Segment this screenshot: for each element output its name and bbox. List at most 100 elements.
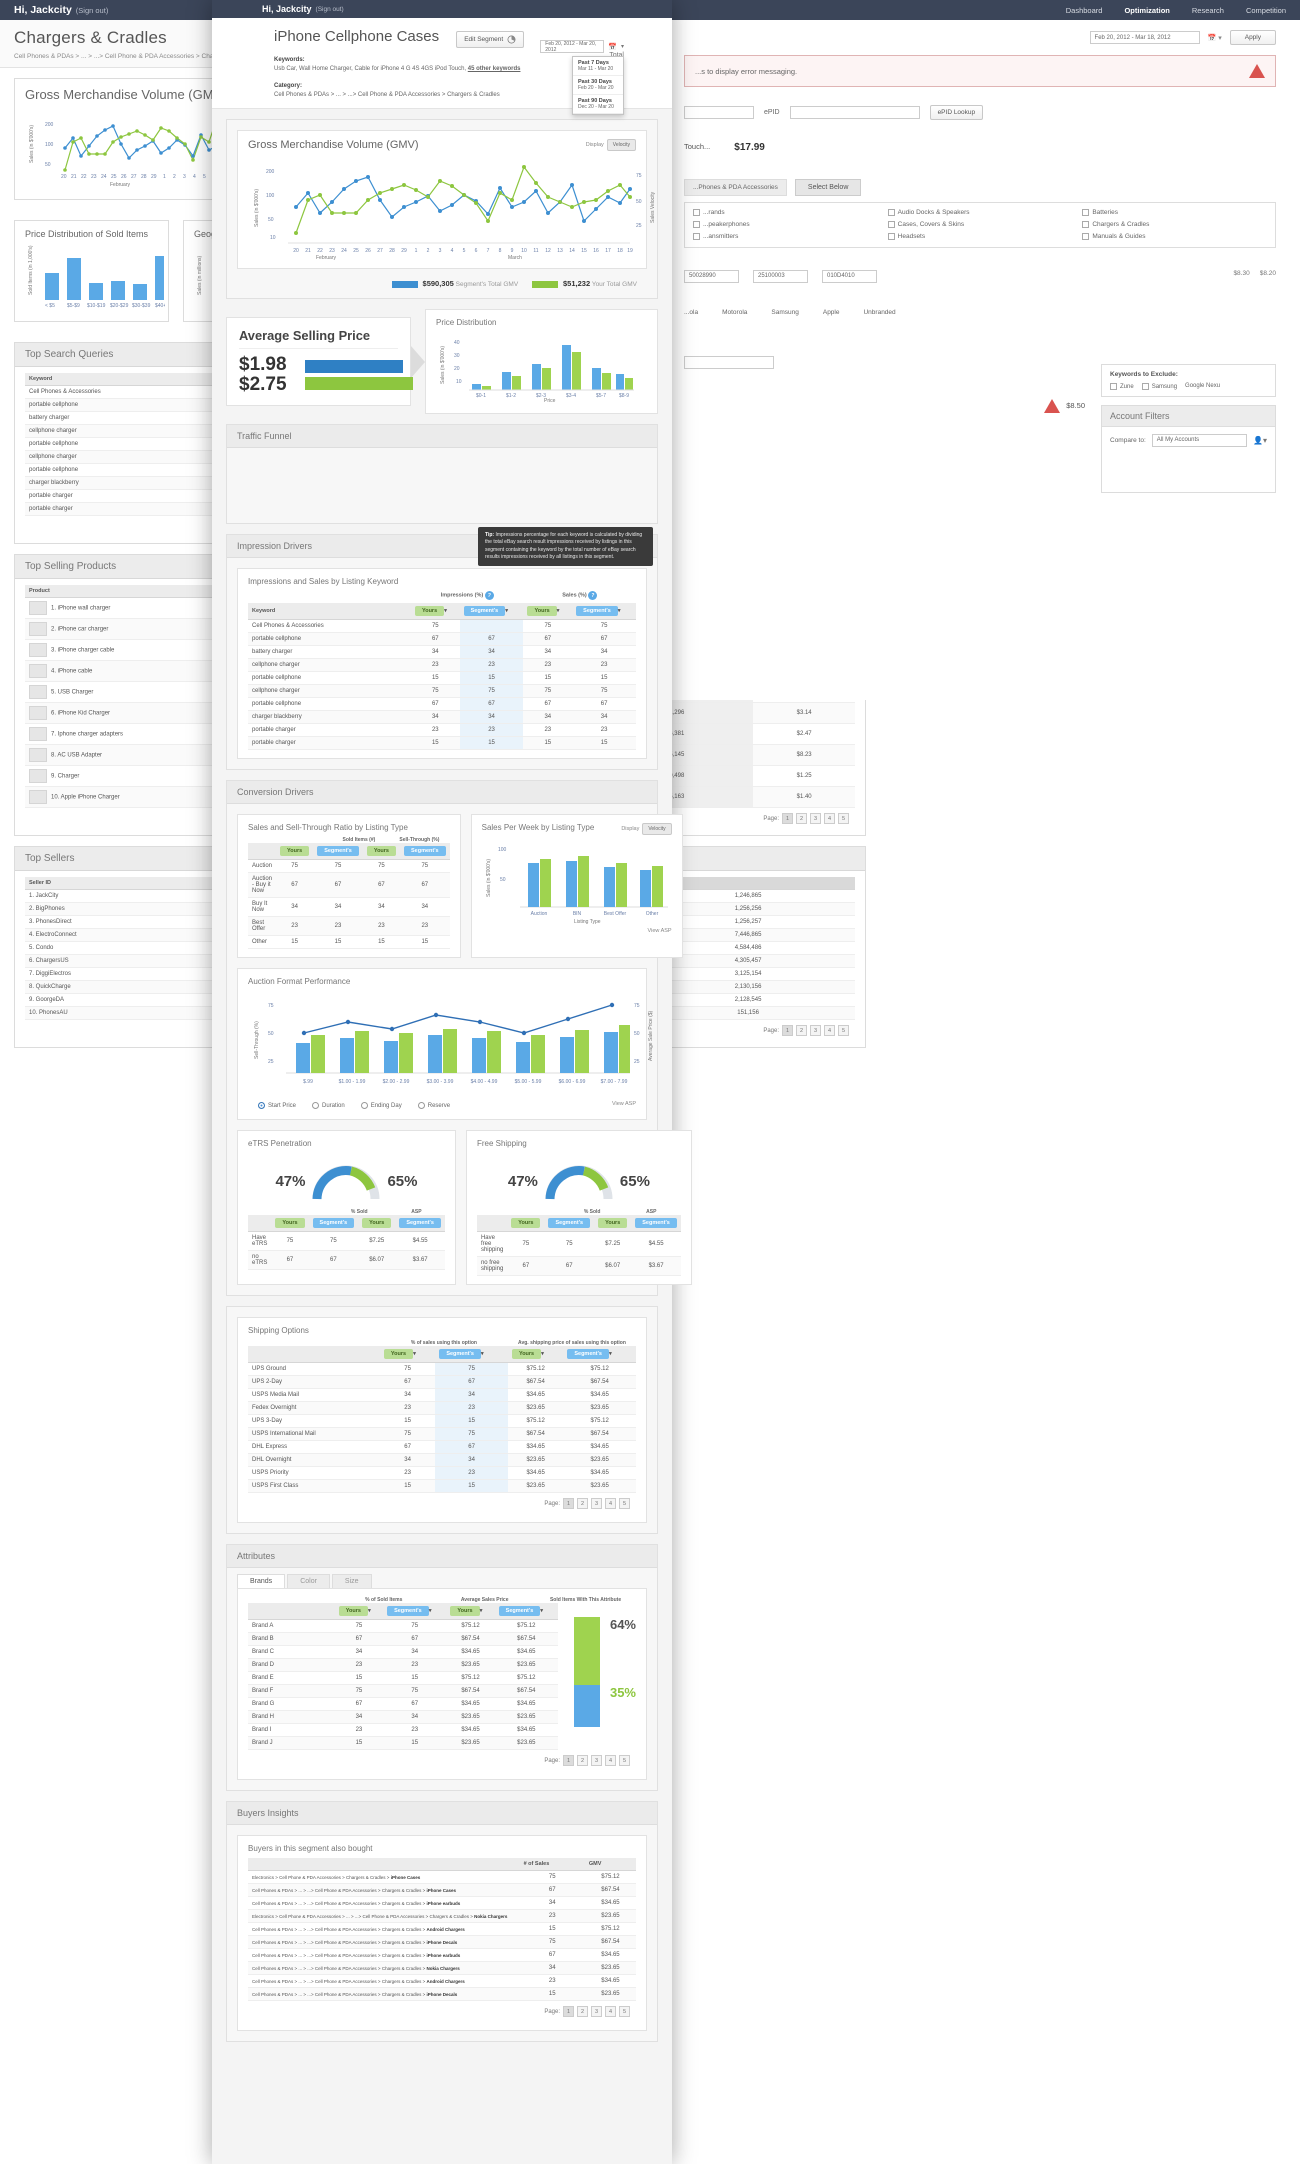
- date-range-display[interactable]: Feb 20, 2012 - Mar 20, 2012: [540, 40, 605, 53]
- other-keywords-link[interactable]: 45 other keywords: [467, 66, 521, 72]
- pager-page-4[interactable]: 4: [605, 1498, 616, 1510]
- col-st-yours2[interactable]: Yours: [362, 843, 400, 860]
- pager-page-5[interactable]: 5: [619, 2006, 630, 2018]
- col-st-seg2[interactable]: Segment's: [400, 843, 450, 860]
- radio-ending-day[interactable]: Ending Day: [360, 1102, 402, 1109]
- pager-page-1[interactable]: 1: [563, 1498, 574, 1510]
- pager-page-5[interactable]: 5: [838, 1025, 849, 1036]
- col-fs-yours2[interactable]: Yours: [594, 1215, 632, 1233]
- af-view-asp[interactable]: View ASP: [611, 1100, 636, 1107]
- pager-page-3[interactable]: 3: [810, 813, 821, 824]
- pager-page-5[interactable]: 5: [619, 1755, 630, 1767]
- exclude-kw-1[interactable]: Samsung: [1141, 382, 1177, 390]
- radio-reserve[interactable]: Reserve: [417, 1102, 450, 1109]
- epid-search-input[interactable]: [789, 106, 920, 119]
- sign-out-link[interactable]: (Sign out): [75, 5, 109, 15]
- cat-cb-0-1[interactable]: Audio Docks & Speakers: [887, 209, 1073, 216]
- tab-color[interactable]: Color: [287, 1574, 330, 1589]
- exclude-kw-2[interactable]: Google Nexu: [1185, 382, 1221, 389]
- breadcrumb[interactable]: Cell Phones & PDAs > ... > ...> Cell Pho…: [14, 53, 259, 60]
- nav-competition[interactable]: Competition: [1245, 5, 1286, 15]
- col-attr-yours2[interactable]: Yours ▾: [446, 1603, 495, 1621]
- date-range-control[interactable]: Feb 20, 2012 - Mar 20, 2012 📅 ▾: [540, 40, 624, 53]
- tab-brands[interactable]: Brands: [237, 1574, 286, 1589]
- keyword-input[interactable]: [684, 355, 774, 369]
- pager-page-1[interactable]: 1: [782, 1025, 793, 1036]
- col-etrs-seg[interactable]: Segment's: [308, 1215, 359, 1233]
- col-ship-yours[interactable]: Yours ▾: [379, 1346, 436, 1364]
- cat-cb-0-2[interactable]: Batteries: [1082, 209, 1267, 216]
- col-fs-seg[interactable]: Segment's: [544, 1215, 595, 1233]
- col-fs-yours[interactable]: Yours: [507, 1215, 545, 1233]
- pager-page-2[interactable]: 2: [577, 2006, 588, 2018]
- col-num-sales[interactable]: # of Sales: [519, 1858, 585, 1872]
- col-imp-yours[interactable]: Yours ▾: [410, 603, 460, 620]
- calendar-icon[interactable]: 📅 ▾: [1207, 34, 1222, 42]
- spw-view-asp[interactable]: View ASP: [647, 928, 672, 934]
- pager-page-4[interactable]: 4: [824, 1025, 835, 1036]
- pager-page-2[interactable]: 2: [796, 1025, 807, 1036]
- date-option-1[interactable]: Past 30 Days Feb 20 - Mar 20: [573, 76, 623, 95]
- cat-cb-1-1[interactable]: Cases, Covers & Skins: [887, 221, 1073, 228]
- id-input-2[interactable]: 010D4010: [822, 269, 877, 283]
- pager-page-1[interactable]: 1: [782, 813, 793, 824]
- col-sales-yours[interactable]: Yours ▾: [523, 603, 573, 620]
- apply-button[interactable]: Apply: [1229, 30, 1276, 45]
- col-attr-seg[interactable]: Segment's ▾: [383, 1603, 447, 1621]
- select-below-button[interactable]: Select Below: [794, 179, 862, 196]
- pager-page-2[interactable]: 2: [577, 1498, 588, 1510]
- epid-lookup-button[interactable]: ePID Lookup: [929, 105, 984, 120]
- pager-page-3[interactable]: 3: [591, 1755, 602, 1767]
- cell-category-path[interactable]: Cell Phones & PDAs > ... > ...> Cell Pho…: [248, 1987, 520, 2002]
- pager-page-4[interactable]: 4: [605, 1755, 616, 1767]
- pager-page-1[interactable]: 1: [563, 2006, 574, 2018]
- col-sales-segment[interactable]: Segment's ▾: [572, 603, 636, 620]
- col-ship-seg2[interactable]: Segment's ▾: [563, 1346, 636, 1364]
- info-icon[interactable]: ?: [484, 591, 494, 600]
- col-st-yours[interactable]: Yours: [276, 843, 314, 860]
- pager-page-1[interactable]: 1: [563, 1755, 574, 1767]
- pager-page-4[interactable]: 4: [605, 2006, 616, 2018]
- pager-page-3[interactable]: 3: [591, 2006, 602, 2018]
- date-range-input[interactable]: Feb 20, 2012 - Mar 18, 2012: [1089, 31, 1200, 44]
- radio-duration[interactable]: Duration: [312, 1102, 345, 1109]
- cat-cb-2-0[interactable]: ...ansmitters: [693, 233, 878, 241]
- edit-segment-button[interactable]: Edit Segment: [456, 31, 525, 48]
- pager-page-2[interactable]: 2: [577, 1755, 588, 1767]
- sign-out-link[interactable]: (Sign out): [315, 5, 344, 13]
- calendar-icon[interactable]: 📅: [608, 43, 617, 51]
- tab-size[interactable]: Size: [331, 1574, 372, 1589]
- brand-2[interactable]: Samsung: [771, 308, 799, 316]
- cell-category-path[interactable]: Cell Phones & PDAs > ... > ...> Cell Pho…: [248, 1896, 520, 1911]
- pager-page-3[interactable]: 3: [810, 1025, 821, 1036]
- brand-4[interactable]: Unbranded: [863, 308, 896, 316]
- cell-category-path[interactable]: Cell Phones & PDAs > ... > ...> Cell Pho…: [248, 1974, 520, 1989]
- nav-optimization[interactable]: Optimization: [1124, 5, 1170, 15]
- col-ship-yours2[interactable]: Yours ▾: [507, 1346, 564, 1364]
- velocity-toggle[interactable]: Velocity: [606, 139, 636, 151]
- date-option-2[interactable]: Past 90 Days Dec 20 - Mar 20: [573, 95, 623, 114]
- col-ship-seg[interactable]: Segment's ▾: [435, 1346, 508, 1364]
- nav-dashboard[interactable]: Dashboard: [1065, 5, 1103, 15]
- cell-category-path[interactable]: Electronics > Cell Phone & PDA Accessori…: [248, 1870, 520, 1885]
- cat-cb-0-0[interactable]: ...rands: [693, 209, 878, 216]
- cell-category-path[interactable]: Cell Phones & PDAs > ... > ...> Cell Pho…: [248, 1961, 520, 1976]
- col-seller-sold[interactable]: # Sold Items: [641, 877, 855, 890]
- nav-research[interactable]: Research: [1191, 5, 1224, 15]
- pager-page-4[interactable]: 4: [824, 813, 835, 824]
- info-icon[interactable]: ?: [588, 591, 598, 600]
- cell-category-path[interactable]: Cell Phones & PDAs > ... > ...> Cell Pho…: [248, 1922, 520, 1937]
- chevron-down-icon[interactable]: ▾: [620, 44, 624, 50]
- col-attr-yours[interactable]: Yours ▾: [334, 1603, 384, 1621]
- brand-0[interactable]: ...ola: [684, 308, 699, 316]
- cat-cb-2-1[interactable]: Headsets: [887, 233, 1073, 241]
- col-gmv[interactable]: GMV: [584, 1858, 636, 1872]
- velocity-toggle[interactable]: Velocity: [642, 823, 672, 835]
- brand-3[interactable]: Apple: [822, 308, 840, 316]
- pager-page-2[interactable]: 2: [796, 813, 807, 824]
- col-st-seg[interactable]: Segment's: [313, 843, 363, 860]
- date-option-0[interactable]: Past 7 Days Mar 11 - Mar 20: [573, 57, 623, 76]
- cat-cb-1-0[interactable]: ...peakerphones: [693, 221, 878, 228]
- col-imp-segment[interactable]: Segment's ▾: [459, 603, 524, 620]
- cell-category-path[interactable]: Electronics > Cell Phone & PDA Accessori…: [248, 1909, 520, 1924]
